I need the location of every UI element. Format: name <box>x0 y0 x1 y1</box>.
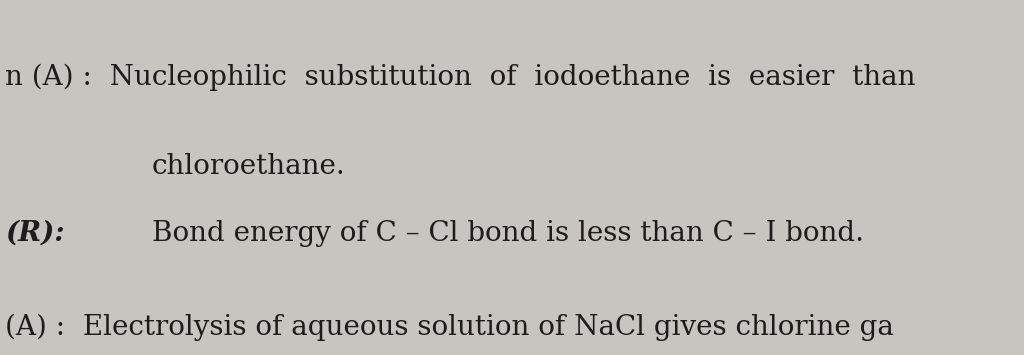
Text: (R):: (R): <box>5 220 65 247</box>
Text: (A) :  Electrolysis of aqueous solution of NaCl gives chlorine ga: (A) : Electrolysis of aqueous solution o… <box>5 313 894 341</box>
Text: Bond energy of C – Cl bond is less than C – I bond.: Bond energy of C – Cl bond is less than … <box>152 220 863 247</box>
Text: chloroethane.: chloroethane. <box>152 153 345 180</box>
Text: n (A) :  Nucleophilic  substitution  of  iodoethane  is  easier  than: n (A) : Nucleophilic substitution of iod… <box>5 64 915 91</box>
